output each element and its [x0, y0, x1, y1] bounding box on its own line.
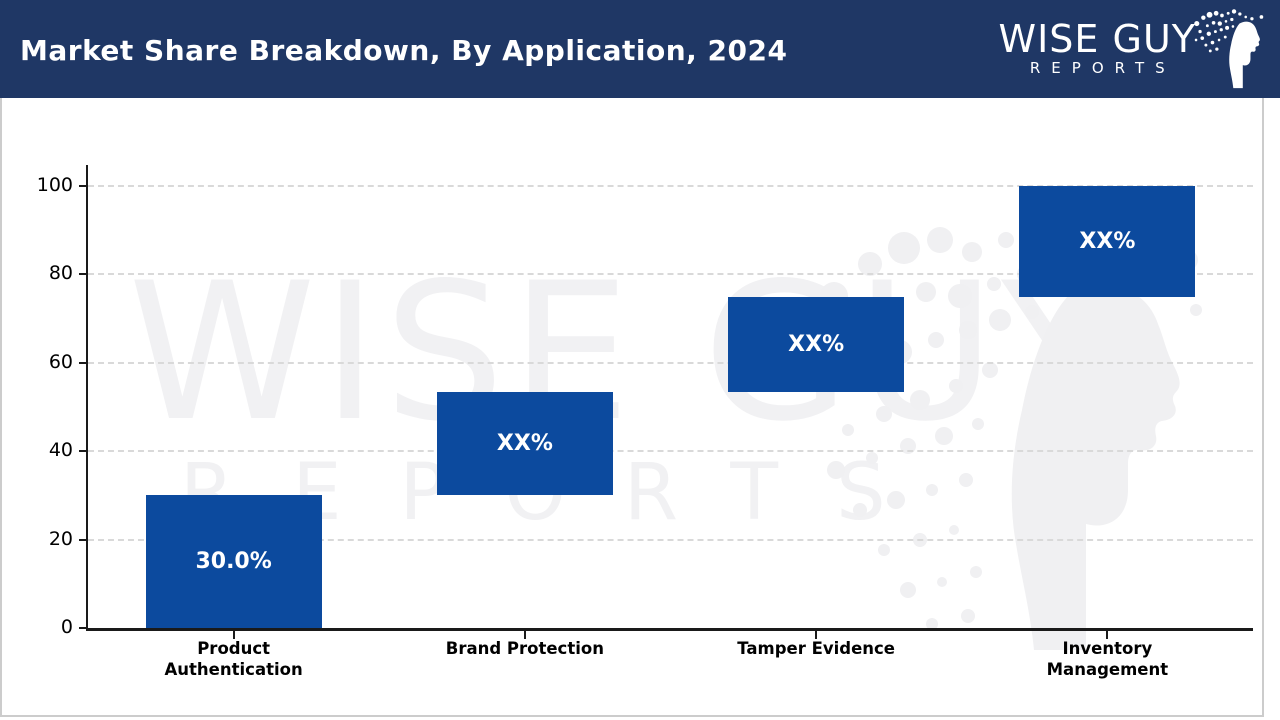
- y-axis-line: [86, 165, 88, 631]
- y-tickmark: [79, 538, 88, 541]
- x-category-label: Tamper Evidence: [737, 639, 895, 658]
- x-category-label: Inventory Management: [1046, 639, 1169, 679]
- chart-title: Market Share Breakdown, By Application, …: [20, 34, 788, 67]
- frame-border-right: [1262, 98, 1264, 716]
- gridline: [88, 538, 1253, 541]
- x-axis-line: [88, 628, 1253, 631]
- x-tickmark: [232, 631, 235, 639]
- y-tickmark: [79, 627, 88, 629]
- y-tick-label: 80: [48, 262, 73, 285]
- bar: XX%: [728, 296, 905, 392]
- wise-guy-reports-logo: WISE GUY REPORTS: [999, 6, 1266, 90]
- x-category-label: Product Authentication: [164, 639, 303, 679]
- logo-line2: REPORTS: [1029, 58, 1176, 77]
- logo-line1: WISE GUY: [998, 17, 1196, 62]
- gridline: [88, 273, 1253, 276]
- x-tickmark: [1106, 631, 1109, 639]
- gridline: [88, 185, 1253, 187]
- bar-value-label: XX%: [496, 430, 553, 456]
- header-bar: Market Share Breakdown, By Application, …: [0, 0, 1280, 98]
- y-tickmark: [79, 273, 88, 276]
- y-tickmark: [79, 450, 88, 453]
- bar: 30.0%: [145, 495, 322, 628]
- y-tickmark: [79, 361, 88, 364]
- x-tickmark: [523, 631, 526, 639]
- x-category-label: Brand Protection: [445, 639, 604, 658]
- frame-border-left: [0, 98, 2, 716]
- y-tick-label: 100: [36, 174, 73, 196]
- logo-face-icon: [1194, 9, 1264, 89]
- bar: XX%: [1019, 186, 1196, 297]
- bar-value-label: XX%: [1079, 228, 1136, 254]
- logo-wordmark: WISE GUY REPORTS: [998, 17, 1196, 77]
- bar-value-label: 30.0%: [195, 549, 272, 575]
- y-tick-label: 60: [48, 350, 73, 373]
- y-tick-label: 40: [48, 439, 73, 462]
- bar: XX%: [436, 391, 613, 496]
- frame-border-bottom: [0, 715, 1264, 717]
- x-tickmark: [815, 631, 818, 639]
- y-tickmark: [79, 185, 88, 187]
- gridline: [88, 361, 1253, 364]
- y-tick-label: 20: [48, 527, 73, 550]
- y-tick-label: 0: [60, 616, 73, 638]
- gridline: [88, 450, 1253, 453]
- bar-value-label: XX%: [788, 331, 845, 357]
